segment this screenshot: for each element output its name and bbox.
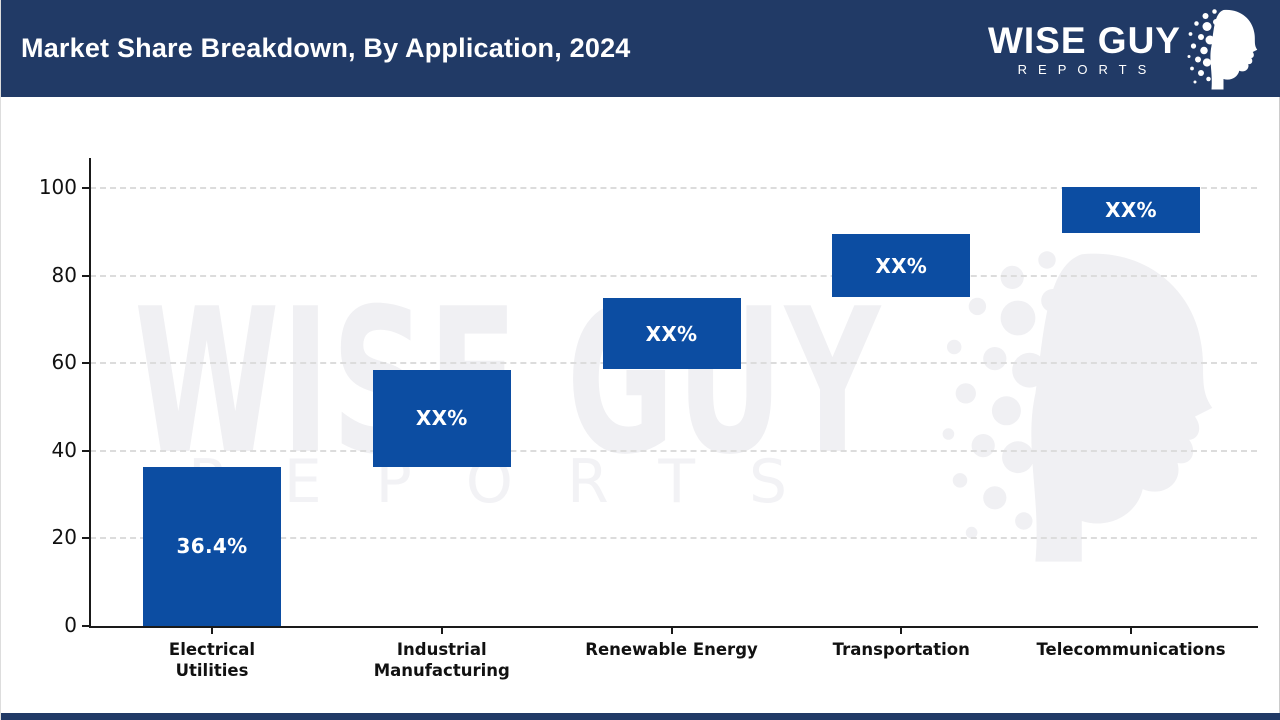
brand-head-icon: [1187, 8, 1258, 89]
bar-value-label-telecommunications: XX%: [1105, 197, 1157, 222]
y-tick-label-20: 20: [51, 525, 77, 550]
bar-value-label-transportation: XX%: [875, 253, 928, 278]
bar-telecommunications: XX%: [1062, 186, 1200, 234]
y-tick-mark-60: [82, 362, 89, 365]
category-label-electrical-utilities: Electrical Utilities: [168, 640, 256, 680]
y-tick-label-0: 0: [64, 613, 77, 637]
brand-logo: WISE GUY REPORTS: [988, 7, 1261, 91]
x-tick-mark-industrial-manufacturing: [440, 628, 443, 634]
y-tick-label-40: 40: [51, 437, 77, 462]
gridline-80: [90, 274, 1257, 277]
category-label-transportation: Transportation: [832, 640, 970, 659]
y-tick-mark-20: [82, 537, 89, 540]
y-axis-line: [89, 158, 91, 627]
y-tick-mark-80: [82, 274, 89, 277]
y-tick-label-80: 80: [51, 262, 77, 287]
bar-renewable-energy: XX%: [602, 298, 741, 370]
category-label-telecommunications: Telecommunications: [1036, 640, 1226, 659]
x-axis-line: [89, 626, 1258, 628]
page-title: Market Share Breakdown, By Application, …: [21, 33, 631, 63]
bar-transportation: XX%: [832, 233, 971, 298]
x-tick-mark-transportation: [900, 628, 903, 634]
x-tick-mark-renewable-energy: [670, 628, 673, 634]
bar-value-label-industrial-manufacturing: XX%: [415, 406, 468, 431]
footer-bar: [1, 713, 1280, 720]
category-label-industrial-manufacturing: Industrial Manufacturing: [373, 640, 510, 680]
y-tick-label-60: 60: [51, 350, 77, 375]
gridline-20: [90, 537, 1257, 540]
bar-value-label-renewable-energy: XX%: [645, 321, 698, 346]
brand-name-text: WISE GUY: [987, 19, 1181, 61]
gridline-40: [90, 449, 1257, 452]
y-tick-label-100: 100: [38, 175, 77, 199]
y-tick-mark-100: [82, 187, 89, 189]
bar-value-label-electrical-utilities: 36.4%: [176, 534, 248, 559]
gridline-100: [90, 187, 1257, 189]
header-bar: Market Share Breakdown, By Application, …: [1, 0, 1280, 97]
x-tick-mark-electrical-utilities: [211, 628, 213, 634]
y-tick-mark-0: [82, 625, 89, 627]
category-label-renewable-energy: Renewable Energy: [585, 640, 758, 659]
bar-industrial-manufacturing: XX%: [372, 370, 511, 467]
bar-electrical-utilities: 36.4%: [143, 466, 281, 626]
y-tick-mark-40: [82, 449, 89, 452]
x-tick-mark-telecommunications: [1130, 628, 1132, 634]
brand-sub-text: REPORTS: [1017, 61, 1158, 77]
